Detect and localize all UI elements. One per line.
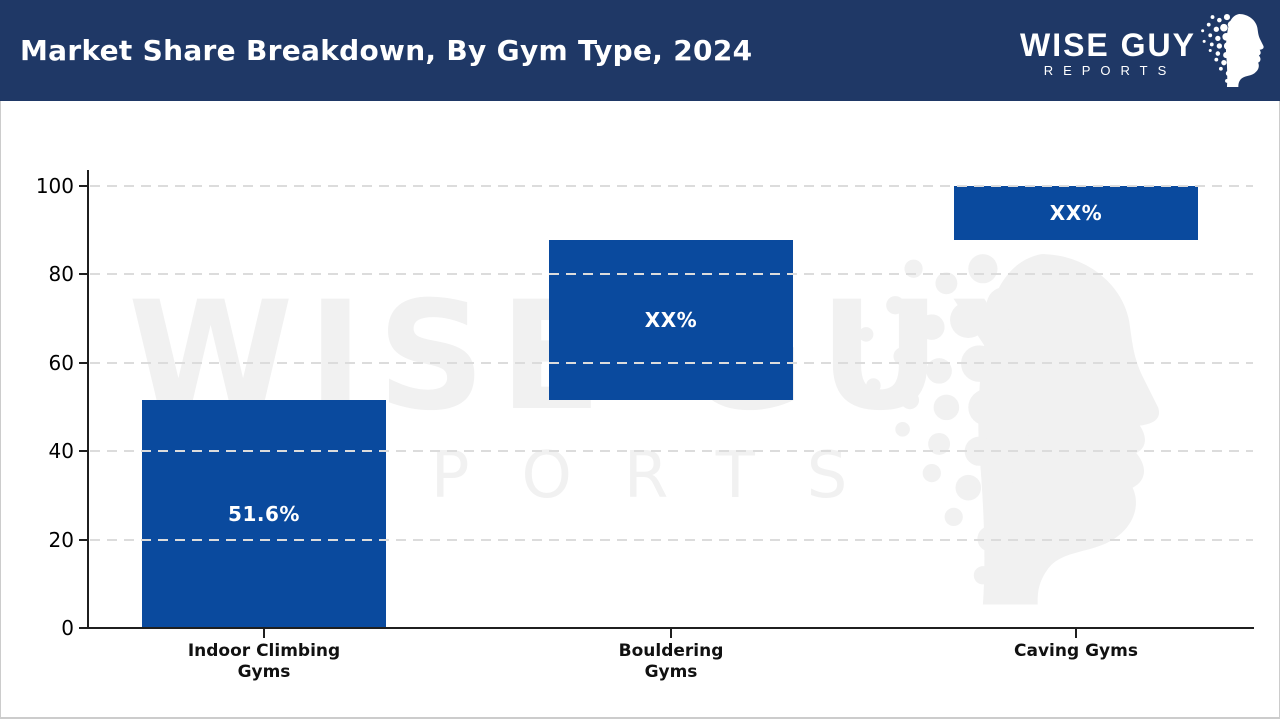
x-category-label: Bouldering Gyms [618, 641, 724, 682]
y-tick-label: 0 [61, 616, 74, 640]
header-bar: Market Share Breakdown, By Gym Type, 202… [0, 0, 1280, 101]
bar-value-label: 51.6% [228, 501, 300, 526]
logo-subtitle: REPORTS [1043, 63, 1177, 78]
y-tick-mark [79, 627, 88, 629]
gridline-60 [90, 361, 1253, 364]
wiseguy-head-icon [1201, 14, 1264, 87]
bar-3: XX% [954, 186, 1198, 241]
y-tick-mark [79, 185, 88, 187]
logo-text: WISE GUY REPORTS [1020, 28, 1196, 80]
x-category-label: Indoor Climbing Gyms [187, 641, 341, 682]
gridline-40 [90, 450, 1253, 453]
x-axis-line [87, 627, 1254, 629]
y-tick-mark [79, 273, 88, 276]
gridline-80 [90, 273, 1253, 276]
logo-wordmark: WISE GUY [1019, 27, 1196, 63]
page-title: Market Share Breakdown, By Gym Type, 202… [20, 34, 753, 67]
x-tick-mark [263, 629, 265, 638]
bar-2: XX% [549, 240, 793, 400]
bar-value-label: XX% [1049, 201, 1103, 226]
gridline-20 [90, 538, 1253, 541]
x-tick-mark [670, 629, 672, 638]
y-tick-label: 100 [35, 174, 74, 198]
y-tick-label: 60 [48, 350, 74, 375]
wiseguy-logo: WISE GUY REPORTS [1020, 6, 1268, 92]
y-tick-mark [79, 450, 88, 453]
x-tick-mark [1075, 629, 1077, 638]
y-tick-label: 40 [48, 439, 74, 464]
y-axis-line [87, 170, 89, 629]
bar-1: 51.6% [142, 399, 386, 628]
gridline-100 [90, 185, 1253, 187]
y-tick-label: 80 [48, 262, 74, 287]
bar-value-label: XX% [644, 308, 698, 333]
y-tick-mark [79, 538, 88, 541]
y-tick-mark [79, 361, 88, 364]
x-category-label: Caving Gyms [1014, 641, 1138, 661]
y-tick-label: 20 [48, 527, 74, 552]
